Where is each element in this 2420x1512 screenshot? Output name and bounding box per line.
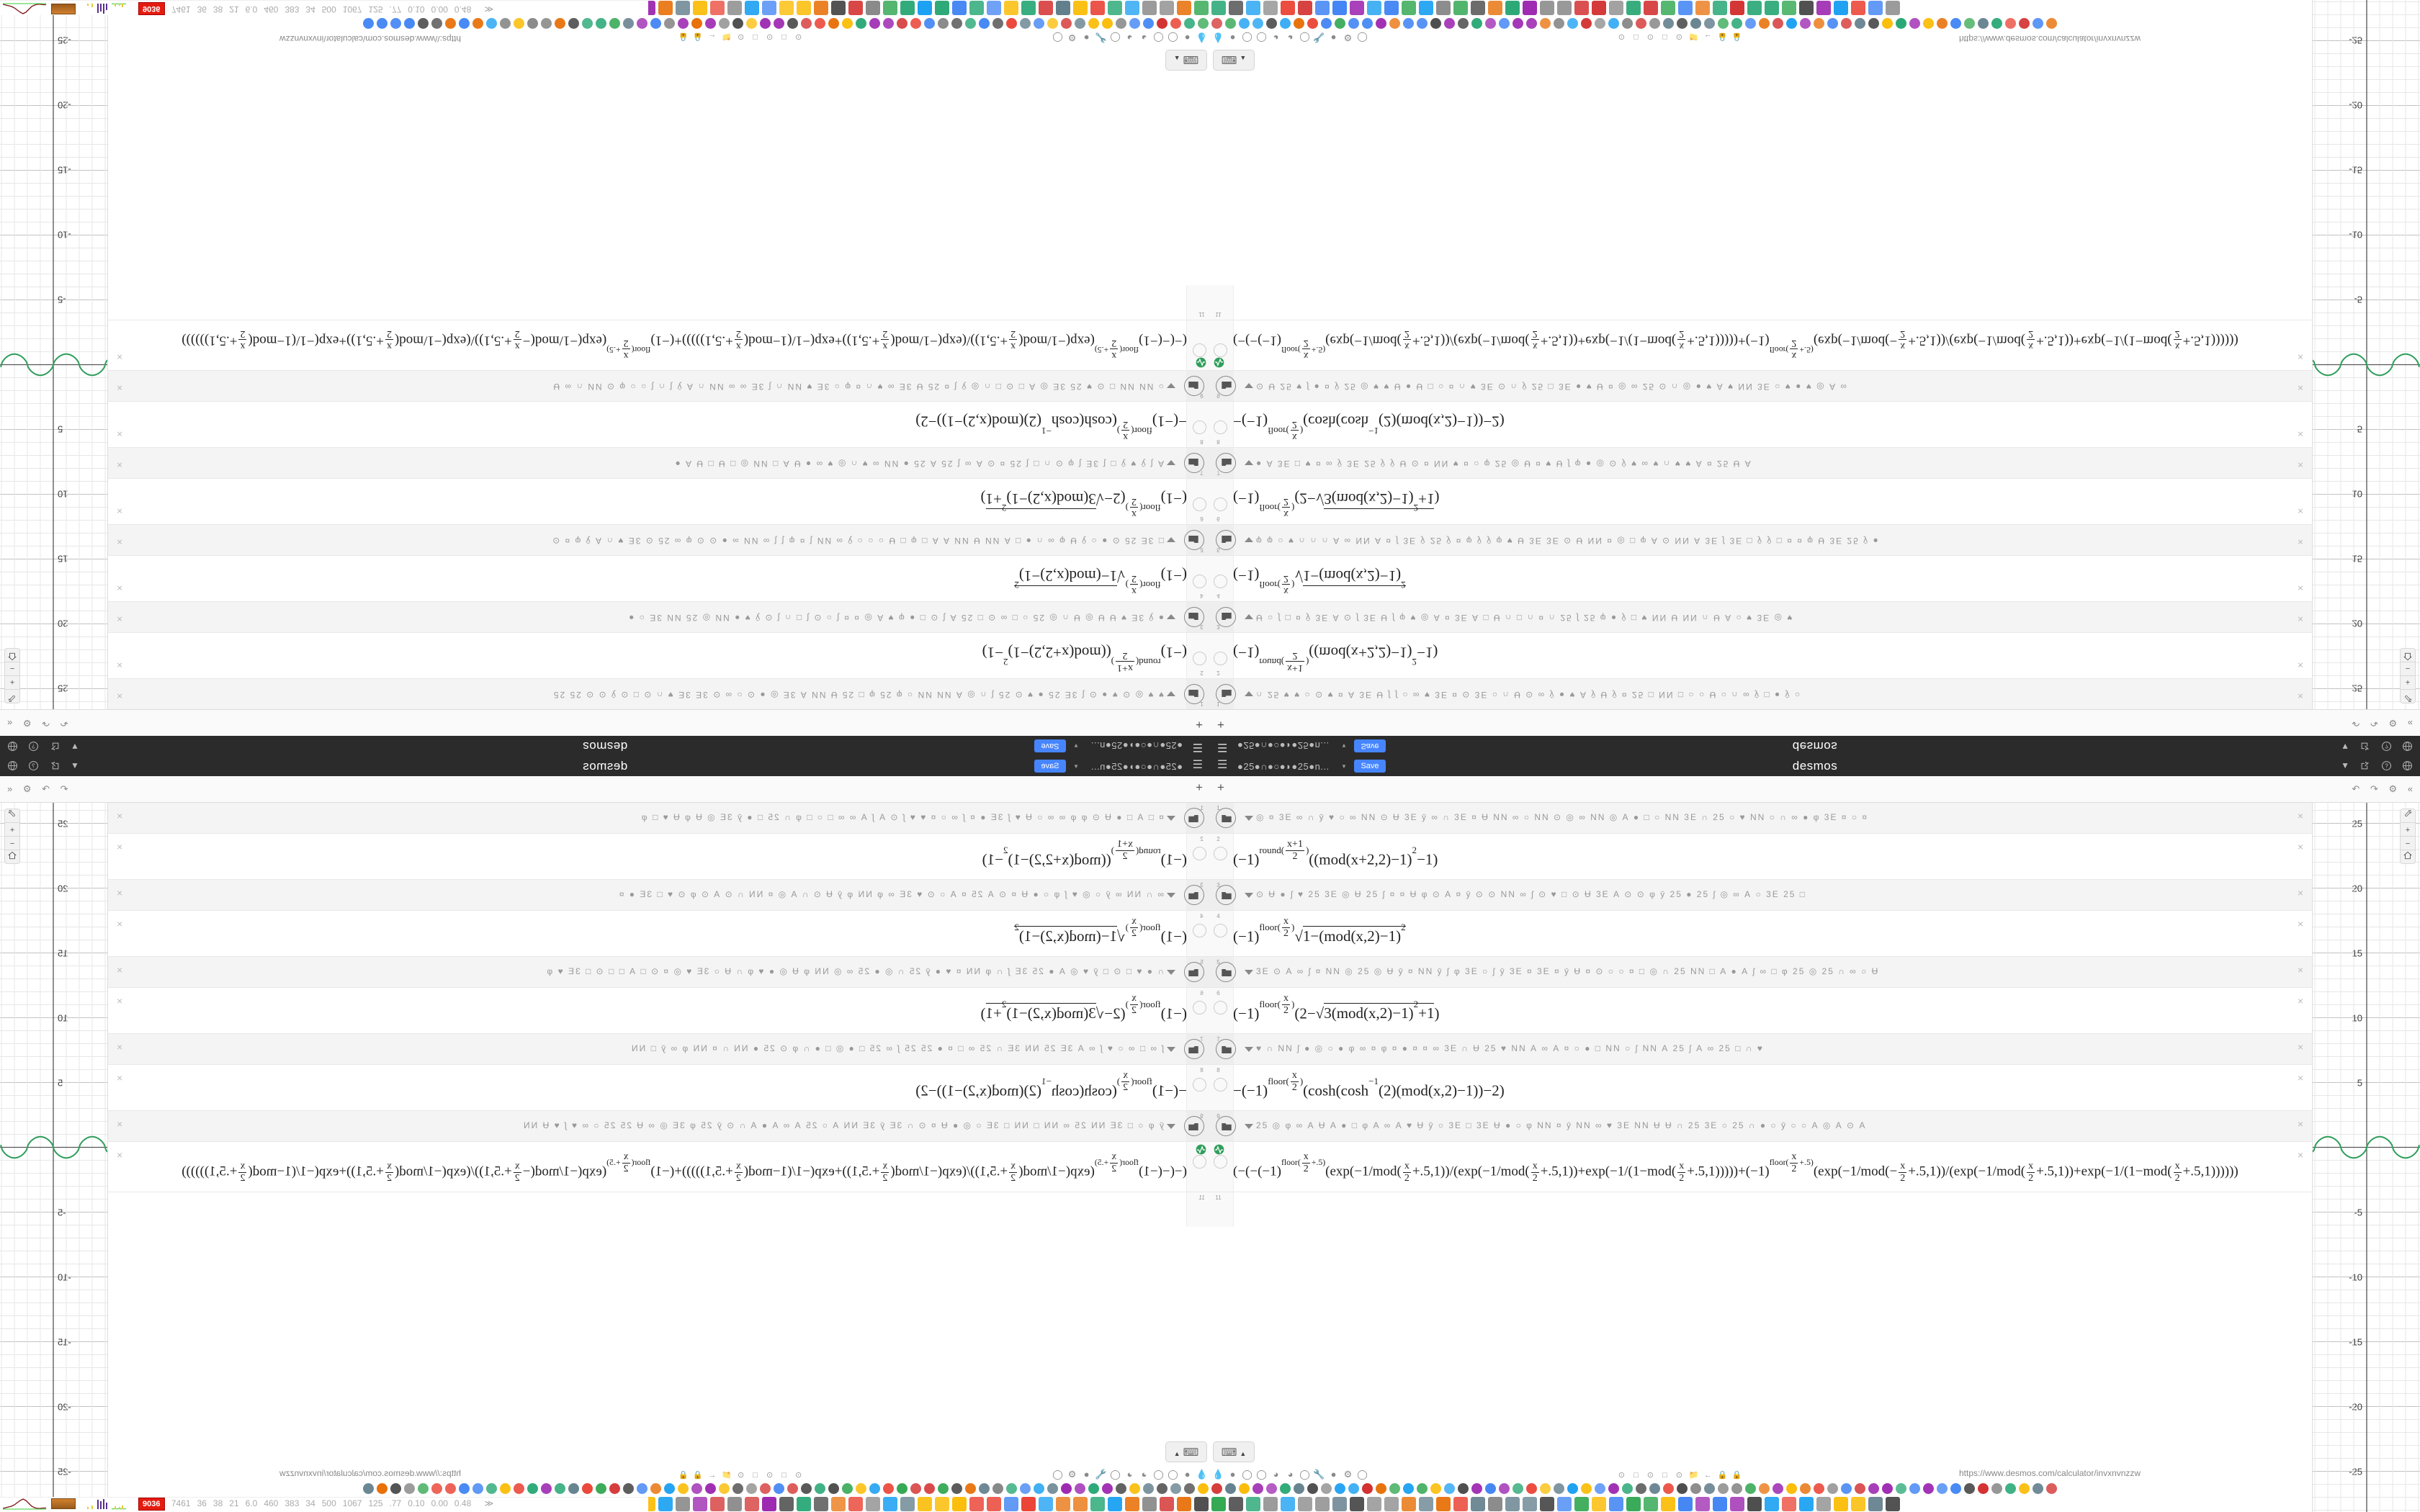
svg-text:?: ? (32, 763, 35, 770)
svg-text:5: 5 (2357, 424, 2362, 435)
svg-text:?: ? (32, 742, 35, 749)
svg-text:?: ? (2385, 763, 2388, 770)
svg-text:-10: -10 (2349, 1272, 2362, 1283)
svg-text:?: ? (2385, 742, 2388, 749)
svg-text:5: 5 (58, 424, 63, 435)
svg-text:5: 5 (2357, 1078, 2362, 1089)
svg-text:5: 5 (58, 1078, 63, 1089)
svg-text:-20: -20 (58, 1402, 71, 1413)
svg-text:-15: -15 (2349, 165, 2362, 176)
svg-text:-10: -10 (2349, 230, 2362, 240)
svg-text:-15: -15 (58, 1337, 71, 1348)
svg-text:-10: -10 (58, 230, 71, 240)
svg-text:-20: -20 (58, 100, 71, 111)
svg-text:-10: -10 (58, 1272, 71, 1283)
svg-text:-5: -5 (2354, 1207, 2362, 1218)
svg-text:-5: -5 (2354, 294, 2362, 305)
svg-text:-15: -15 (58, 165, 71, 176)
svg-text:-20: -20 (2349, 100, 2362, 111)
svg-text:-5: -5 (58, 294, 66, 305)
svg-text:-20: -20 (2349, 1402, 2362, 1413)
svg-text:-15: -15 (2349, 1337, 2362, 1348)
svg-text:-5: -5 (58, 1207, 66, 1218)
